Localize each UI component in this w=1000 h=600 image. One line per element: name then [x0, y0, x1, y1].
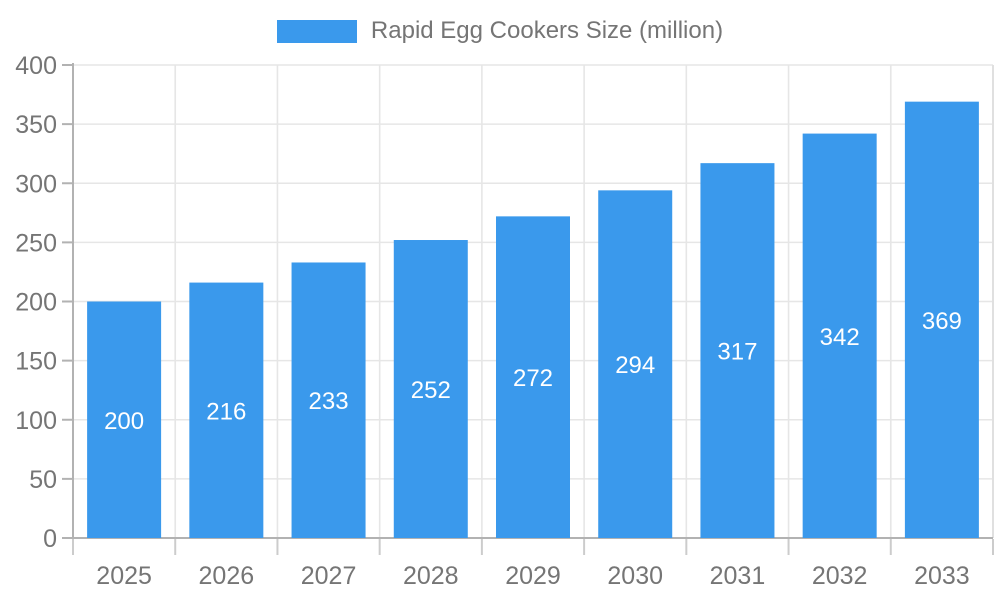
y-tick-label: 350: [15, 111, 57, 139]
y-tick-label: 50: [29, 466, 57, 494]
y-tick-label: 0: [43, 525, 57, 553]
y-tick-label: 250: [15, 229, 57, 257]
x-tick-label: 2028: [403, 562, 459, 590]
x-tick-label: 2032: [812, 562, 868, 590]
bar-value-label: 369: [922, 308, 962, 335]
bar[interactable]: [904, 101, 979, 538]
y-tick-label: 200: [15, 289, 57, 317]
x-tick-label: 2033: [914, 562, 970, 590]
bar[interactable]: [189, 282, 264, 538]
bar[interactable]: [598, 190, 673, 538]
legend-swatch: [276, 19, 357, 43]
legend-label: Rapid Egg Cookers Size (million): [370, 17, 724, 44]
bar[interactable]: [496, 216, 570, 539]
y-tick-label: 100: [15, 407, 57, 435]
x-tick-label: 2030: [607, 562, 663, 590]
bar-value-label: 216: [206, 398, 246, 425]
y-tick-label: 400: [15, 52, 57, 80]
x-tick-label: 2025: [96, 562, 152, 590]
bar[interactable]: [802, 133, 877, 538]
y-tick-label: 300: [15, 170, 57, 198]
legend-item[interactable]: Rapid Egg Cookers Size (million): [276, 17, 724, 45]
bar-value-label: 317: [717, 339, 757, 366]
bar-value-label: 200: [104, 408, 144, 435]
bar[interactable]: [700, 163, 775, 538]
x-tick-label: 2026: [199, 562, 255, 590]
bar-value-label: 342: [820, 324, 860, 351]
x-tick-label: 2027: [301, 562, 357, 590]
legend: Rapid Egg Cookers Size (million): [0, 17, 1000, 45]
bar[interactable]: [87, 301, 162, 539]
x-tick-label: 2031: [710, 562, 766, 590]
y-tick-label: 150: [15, 348, 57, 376]
x-tick-label: 2029: [505, 562, 561, 590]
bar-value-label: 233: [309, 388, 349, 415]
bar-value-label: 294: [615, 352, 655, 379]
bar-value-label: 252: [411, 377, 451, 404]
bar[interactable]: [393, 240, 468, 538]
bar-value-label: 272: [513, 365, 553, 392]
bar[interactable]: [291, 262, 366, 538]
